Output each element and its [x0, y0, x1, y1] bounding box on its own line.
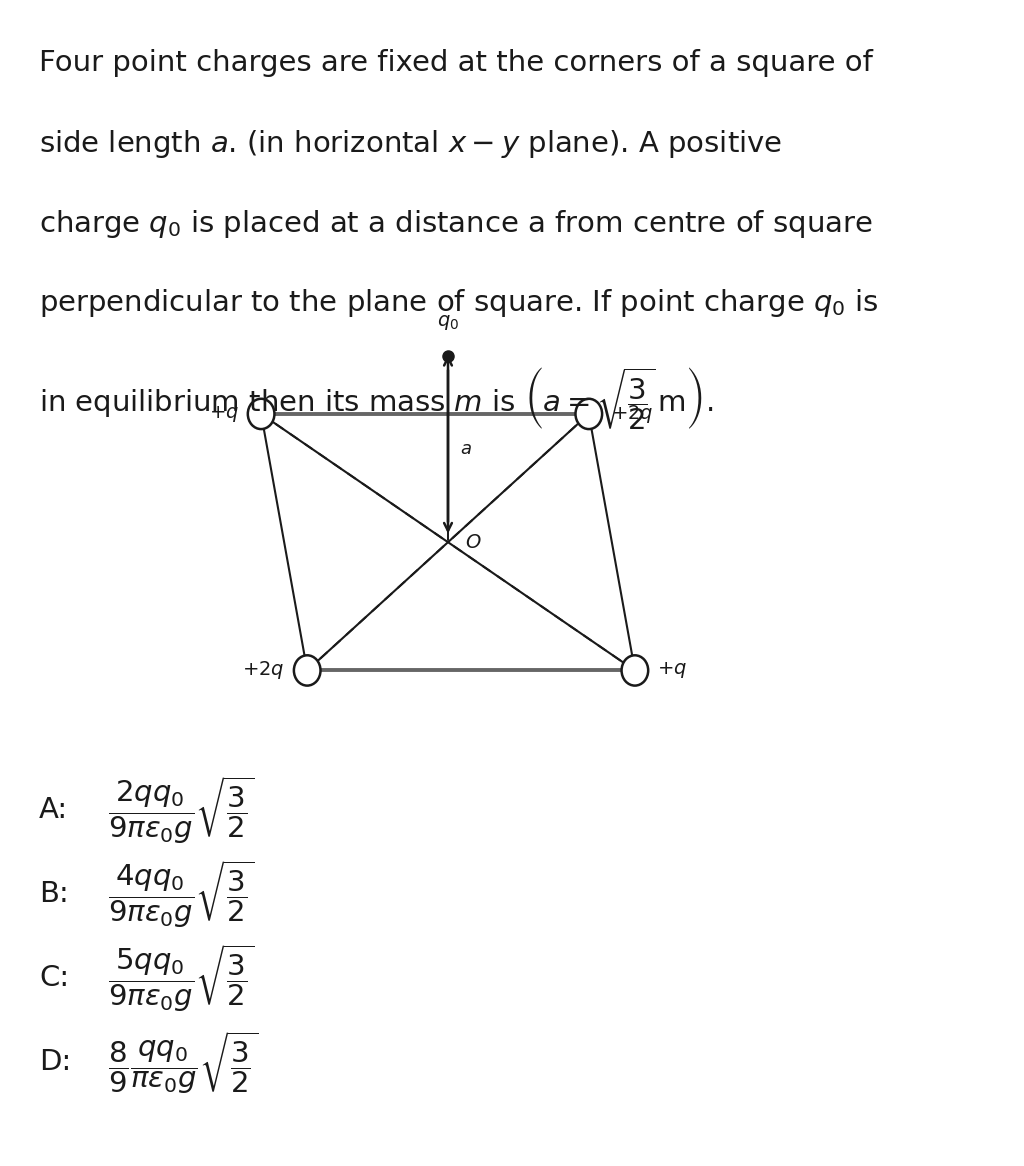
Text: $\dfrac{2qq_0}{9\pi\varepsilon_0 g}\sqrt{\dfrac{3}{2}}$: $\dfrac{2qq_0}{9\pi\varepsilon_0 g}\sqrt…: [108, 774, 254, 847]
Text: Four point charges are fixed at the corners of a square of: Four point charges are fixed at the corn…: [39, 49, 872, 77]
Text: $+2q$: $+2q$: [243, 660, 285, 681]
Text: perpendicular to the plane of square. If point charge $q_0$ is: perpendicular to the plane of square. If…: [39, 287, 879, 318]
Text: $a$: $a$: [461, 440, 472, 458]
Text: D:: D:: [39, 1048, 71, 1076]
Text: $\dfrac{4qq_0}{9\pi\varepsilon_0 g}\sqrt{\dfrac{3}{2}}$: $\dfrac{4qq_0}{9\pi\varepsilon_0 g}\sqrt…: [108, 858, 254, 930]
Text: $\dfrac{8}{9}\dfrac{qq_0}{\pi\varepsilon_0 g}\sqrt{\dfrac{3}{2}}$: $\dfrac{8}{9}\dfrac{qq_0}{\pi\varepsilon…: [108, 1028, 258, 1096]
Text: $+q$: $+q$: [657, 660, 687, 681]
Text: charge $q_0$ is placed at a distance a from centre of square: charge $q_0$ is placed at a distance a f…: [39, 208, 872, 239]
Circle shape: [575, 399, 602, 429]
Text: side length $a$. (in horizontal $x-y$ plane). A positive: side length $a$. (in horizontal $x-y$ pl…: [39, 128, 782, 160]
Text: A:: A:: [39, 796, 68, 824]
Text: in equilibrium then its mass $m$ is $\left(a = \sqrt{\dfrac{3}{2}}\,\mathrm{m}\r: in equilibrium then its mass $m$ is $\le…: [39, 366, 713, 433]
Text: B:: B:: [39, 880, 69, 908]
Circle shape: [248, 399, 274, 429]
Text: $+2q$: $+2q$: [611, 403, 653, 424]
Circle shape: [294, 655, 321, 686]
Text: C:: C:: [39, 964, 69, 992]
Text: $q_0$: $q_0$: [437, 314, 459, 332]
Text: $+q$: $+q$: [209, 403, 239, 424]
Text: $\dfrac{5qq_0}{9\pi\varepsilon_0 g}\sqrt{\dfrac{3}{2}}$: $\dfrac{5qq_0}{9\pi\varepsilon_0 g}\sqrt…: [108, 942, 254, 1014]
Circle shape: [622, 655, 648, 686]
Text: $O$: $O$: [465, 533, 482, 552]
